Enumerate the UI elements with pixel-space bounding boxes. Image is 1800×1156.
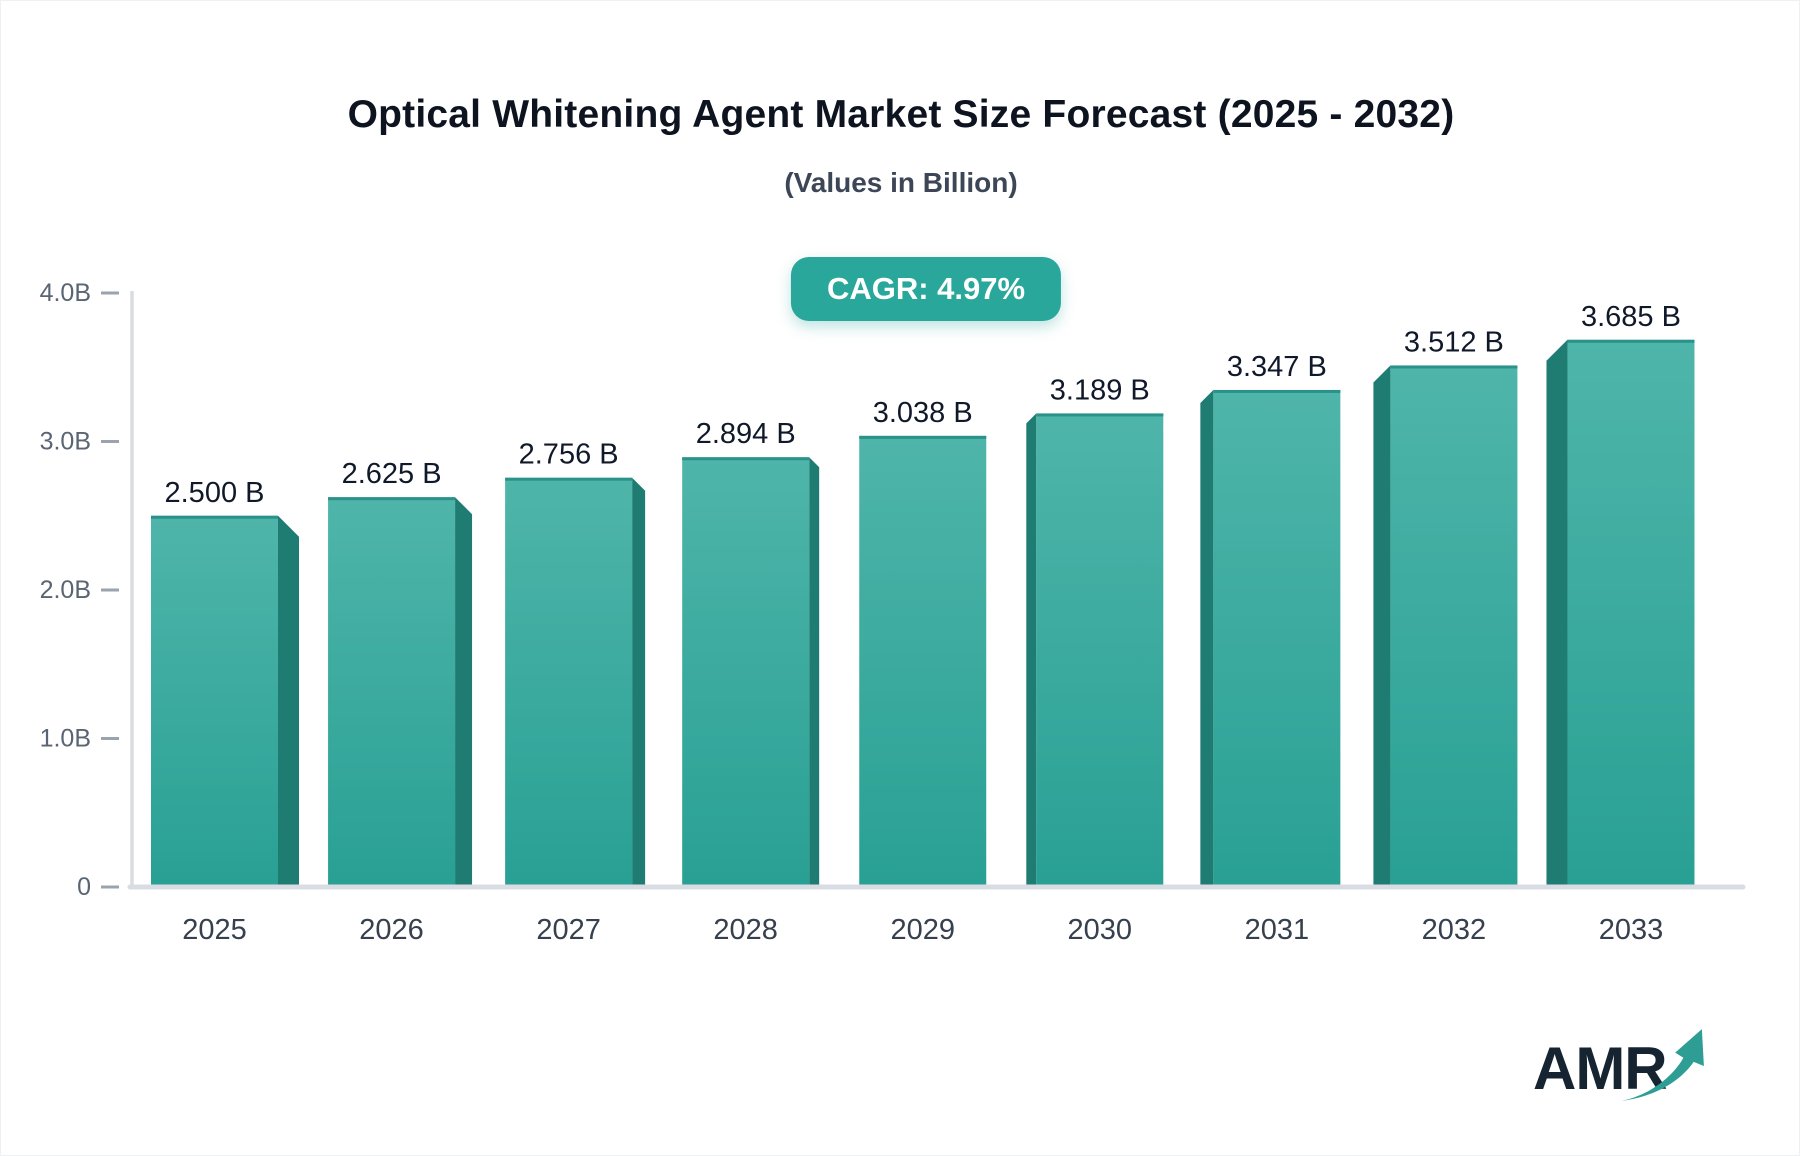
amr-logo: AMR [1533, 1029, 1733, 1121]
y-axis-tick-label: 3.0B [40, 428, 91, 456]
bar-face [859, 435, 987, 885]
x-axis-label: 2029 [890, 914, 955, 946]
chart-subtitle: (Values in Billion) [784, 167, 1018, 198]
bar-side [1373, 365, 1391, 885]
x-axis-label: 2031 [1245, 914, 1310, 946]
bar-group-2032: 3.512 B 2032 [1373, 326, 1518, 946]
bar-face [682, 457, 810, 885]
bar-face [151, 515, 278, 885]
bar-top-edge [1213, 389, 1341, 393]
x-axis-label: 2033 [1599, 914, 1664, 946]
chart-title: Optical Whitening Agent Market Size Fore… [347, 93, 1455, 136]
bar-value-label: 2.625 B [342, 458, 442, 490]
bar-side [1200, 389, 1214, 885]
bar-side [809, 457, 820, 885]
bar-top-edge [505, 477, 633, 481]
bar-face [505, 477, 633, 885]
bar-group-2031: 3.347 B 2031 [1200, 351, 1341, 946]
y-axis-tick-label: 1.0B [40, 725, 91, 753]
bar-top-edge [682, 457, 810, 461]
bar-side [278, 515, 299, 885]
bar-side [632, 477, 646, 885]
bar-group-2028: 2.894 B 2028 [682, 418, 820, 946]
bar-value-label: 3.038 B [873, 397, 973, 429]
bar-top-edge [1390, 365, 1518, 369]
x-axis-label: 2032 [1422, 914, 1487, 946]
bar-top-edge [1036, 413, 1164, 417]
bar-value-label: 2.756 B [519, 439, 619, 471]
bar-top-edge [328, 497, 456, 501]
bar-face [1390, 365, 1518, 885]
bar-top-edge [151, 515, 278, 519]
bar-value-label: 3.189 B [1050, 374, 1150, 406]
bar-group-2033: 3.685 B 2033 [1546, 301, 1695, 946]
bar-side [1546, 339, 1568, 886]
bar-group-2025: 2.500 B 2025 [151, 477, 299, 946]
bar-face [328, 497, 456, 885]
x-axis-label: 2027 [536, 914, 601, 946]
x-axis-label: 2026 [359, 914, 424, 946]
x-axis-label: 2025 [182, 914, 247, 946]
bar-side [455, 497, 473, 885]
cagr-badge: CAGR: 4.97% [790, 257, 1062, 321]
y-axis-tick-label: 4.0B [40, 279, 91, 307]
growth-arrow-icon [1621, 1029, 1704, 1101]
bar-value-label: 2.894 B [696, 418, 796, 450]
bar-value-label: 3.685 B [1581, 301, 1681, 333]
x-axis-label: 2028 [713, 914, 778, 946]
bar-value-label: 3.347 B [1227, 351, 1327, 383]
bar-top-edge [1567, 339, 1695, 343]
bar-group-2029: 3.038 B 2029 [859, 397, 987, 946]
bar-face [1567, 339, 1695, 886]
bar-group-2026: 2.625 B 2026 [328, 458, 473, 946]
x-axis-label: 2030 [1068, 914, 1133, 946]
bar-face [1213, 389, 1341, 885]
bar-group-2027: 2.756 B 2027 [505, 439, 646, 946]
bar-group-2030: 3.189 B 2030 [1026, 374, 1164, 946]
y-axis-tick-label: 0 [77, 873, 91, 901]
bar-top-edge [859, 435, 987, 439]
bar-value-label: 3.512 B [1404, 326, 1504, 358]
bar-face [1036, 413, 1164, 885]
bar-value-label: 2.500 B [165, 477, 265, 509]
amr-logo-text: AMR [1533, 1035, 1668, 1102]
bar-side [1026, 413, 1037, 885]
y-axis-tick-label: 2.0B [40, 576, 91, 604]
